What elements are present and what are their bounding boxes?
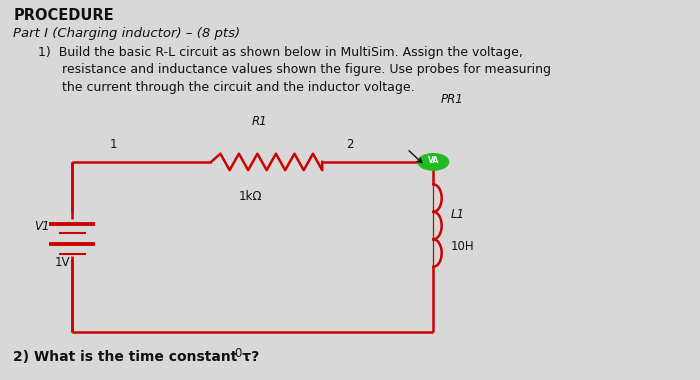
- Text: 1kΩ: 1kΩ: [239, 190, 262, 203]
- Text: Part I (Charging inductor) – (8 pts): Part I (Charging inductor) – (8 pts): [13, 27, 240, 40]
- Text: resistance and inductance values shown the figure. Use probes for measuring: resistance and inductance values shown t…: [38, 63, 550, 76]
- Circle shape: [418, 154, 449, 170]
- Text: PR1: PR1: [440, 93, 463, 106]
- Text: 10H: 10H: [451, 240, 475, 253]
- Text: 1V: 1V: [55, 256, 71, 269]
- Text: PROCEDURE: PROCEDURE: [13, 8, 114, 24]
- Bar: [44, 214, 100, 258]
- Text: VA: VA: [428, 156, 439, 165]
- Text: L1: L1: [451, 208, 465, 221]
- Text: 2: 2: [346, 138, 354, 151]
- Text: 1)  Build the basic R-L circuit as shown below in MultiSim. Assign the voltage,: 1) Build the basic R-L circuit as shown …: [38, 46, 522, 59]
- Text: R1: R1: [252, 115, 267, 128]
- Text: 1: 1: [110, 138, 118, 151]
- Text: 0: 0: [234, 347, 241, 360]
- Text: 2) What is the time constant τ?: 2) What is the time constant τ?: [13, 350, 260, 364]
- Text: V1: V1: [34, 220, 50, 233]
- Text: the current through the circuit and the inductor voltage.: the current through the circuit and the …: [38, 81, 414, 94]
